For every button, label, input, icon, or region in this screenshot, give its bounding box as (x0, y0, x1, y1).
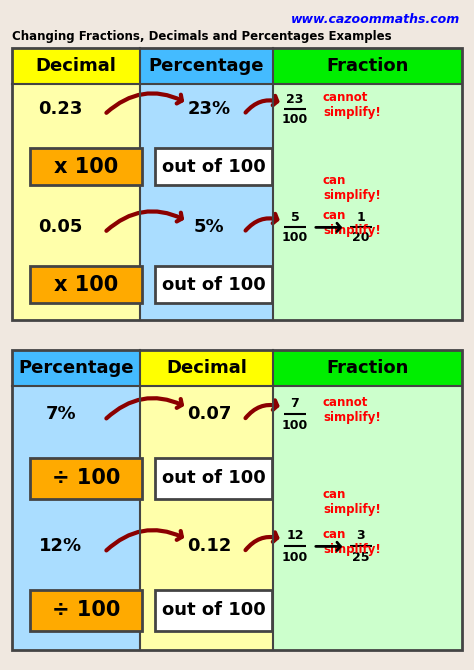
Bar (273, 48, 462, 320)
Text: x 100: x 100 (54, 275, 118, 295)
Text: 7%: 7% (46, 405, 76, 423)
Text: 7: 7 (291, 397, 300, 409)
Text: out of 100: out of 100 (162, 602, 265, 619)
Bar (140, 350, 273, 650)
Text: 12%: 12% (39, 537, 82, 555)
FancyBboxPatch shape (30, 148, 142, 186)
Bar (273, 350, 462, 386)
Text: 3: 3 (357, 529, 365, 541)
Text: 100: 100 (282, 113, 308, 126)
Text: 23%: 23% (188, 100, 231, 118)
Text: 12: 12 (286, 529, 304, 541)
Bar (273, 48, 462, 84)
Text: out of 100: out of 100 (162, 275, 265, 293)
FancyBboxPatch shape (30, 590, 142, 631)
Text: 100: 100 (282, 551, 308, 564)
FancyBboxPatch shape (155, 266, 272, 304)
Bar (140, 48, 273, 84)
FancyBboxPatch shape (155, 148, 272, 186)
Bar (273, 350, 462, 650)
Text: Percentage: Percentage (18, 359, 134, 377)
Text: 20: 20 (352, 231, 370, 244)
Text: 5%: 5% (194, 218, 225, 236)
Bar (12, 350, 140, 650)
Text: ÷ 100: ÷ 100 (52, 468, 120, 488)
Text: can
simplify!: can simplify! (323, 488, 381, 516)
FancyBboxPatch shape (155, 590, 272, 631)
Text: x 100: x 100 (54, 157, 118, 177)
Text: www.cazoommaths.com: www.cazoommaths.com (291, 13, 460, 26)
Text: 100: 100 (282, 419, 308, 432)
Text: 23: 23 (286, 93, 304, 106)
Text: Changing Fractions, Decimals and Percentages Examples: Changing Fractions, Decimals and Percent… (12, 30, 392, 43)
Text: 100: 100 (282, 231, 308, 244)
Text: can
simplify!: can simplify! (323, 528, 381, 555)
Text: can
simplify!: can simplify! (323, 174, 381, 202)
Text: out of 100: out of 100 (162, 157, 265, 176)
Text: 0.23: 0.23 (38, 100, 83, 118)
FancyBboxPatch shape (30, 458, 142, 499)
Bar (12, 48, 462, 320)
Bar (12, 350, 462, 650)
Bar (12, 48, 140, 320)
FancyBboxPatch shape (30, 266, 142, 304)
Text: Fraction: Fraction (326, 57, 409, 75)
FancyBboxPatch shape (155, 458, 272, 499)
Text: Decimal: Decimal (36, 57, 117, 75)
Text: out of 100: out of 100 (162, 470, 265, 487)
Text: 1: 1 (356, 211, 365, 224)
Text: cannot
simplify!: cannot simplify! (323, 91, 381, 119)
Text: Fraction: Fraction (326, 359, 409, 377)
Text: ÷ 100: ÷ 100 (52, 600, 120, 620)
Text: 0.05: 0.05 (38, 218, 83, 236)
Text: cannot
simplify!: cannot simplify! (323, 396, 381, 423)
Text: 0.07: 0.07 (187, 405, 231, 423)
Bar (140, 48, 273, 320)
Bar (12, 350, 140, 386)
Text: 5: 5 (291, 211, 300, 224)
Text: Decimal: Decimal (166, 359, 247, 377)
Bar (140, 350, 273, 386)
Text: can
simplify!: can simplify! (323, 209, 381, 237)
Text: 25: 25 (352, 551, 370, 564)
Text: Percentage: Percentage (149, 57, 264, 75)
Text: 0.12: 0.12 (187, 537, 231, 555)
Bar (12, 48, 140, 84)
